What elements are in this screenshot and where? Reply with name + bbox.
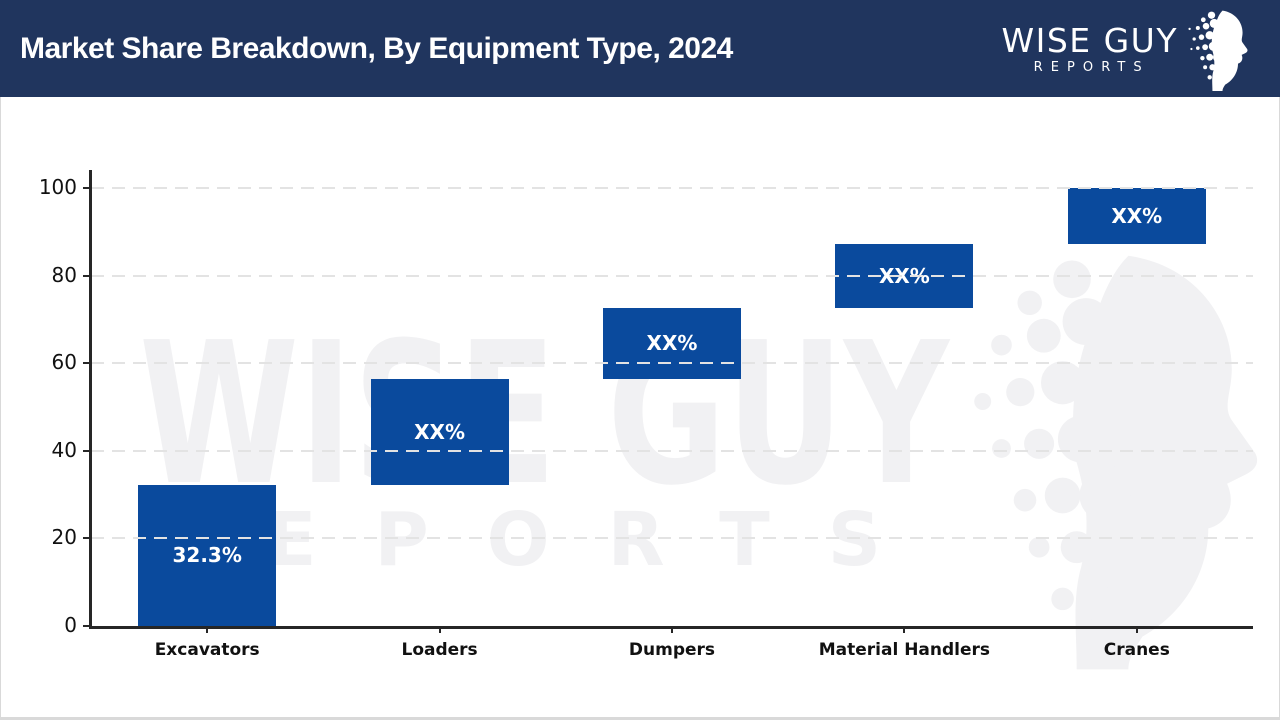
y-axis-line bbox=[89, 170, 92, 629]
x-category-label: Material Handlers bbox=[818, 640, 991, 660]
header: Market Share Breakdown, By Equipment Typ… bbox=[0, 0, 1280, 97]
x-category-label: Dumpers bbox=[628, 640, 716, 660]
y-tick-label: 0 bbox=[64, 613, 77, 637]
chart-title: Market Share Breakdown, By Equipment Typ… bbox=[20, 31, 733, 65]
y-tick-mark bbox=[83, 625, 91, 627]
x-category-label: Cranes bbox=[1103, 640, 1170, 660]
y-tick-mark bbox=[83, 274, 91, 277]
y-tick-label: 100 bbox=[38, 175, 77, 199]
x-category-label: Excavators bbox=[154, 640, 260, 660]
brand-logo: WISE GUY REPORTS bbox=[1001, 7, 1254, 91]
bar: 32.3% bbox=[138, 484, 277, 626]
brand-name: WISE GUY bbox=[1001, 20, 1178, 60]
bar-value-label: 32.3% bbox=[172, 543, 242, 568]
y-tick-mark bbox=[83, 187, 91, 189]
y-tick-label: 60 bbox=[51, 350, 77, 375]
chart-area: WISE GUY REPORTS 02040608010032.3%Excava… bbox=[0, 97, 1280, 720]
gridline bbox=[91, 537, 1253, 540]
bar-value-label: XX% bbox=[646, 331, 698, 356]
x-category-label: Loaders bbox=[401, 640, 478, 660]
brand-logo-text: WISE GUY REPORTS bbox=[1001, 24, 1178, 74]
y-tick-label: 80 bbox=[51, 262, 77, 287]
x-tick-mark bbox=[206, 626, 209, 633]
gridline bbox=[91, 362, 1253, 365]
bar: XX% bbox=[603, 308, 741, 379]
bar: XX% bbox=[370, 378, 509, 485]
bar-value-label: XX% bbox=[1111, 203, 1163, 228]
brand-subtitle: REPORTS bbox=[1033, 59, 1150, 75]
bar-value-label: XX% bbox=[414, 419, 466, 444]
x-tick-mark bbox=[903, 626, 906, 633]
watermark-face-icon bbox=[974, 255, 1258, 670]
gridline bbox=[91, 187, 1253, 189]
y-tick-mark bbox=[83, 537, 91, 540]
gridline bbox=[91, 274, 1253, 277]
gridline bbox=[91, 449, 1253, 452]
y-tick-label: 40 bbox=[51, 437, 77, 462]
x-tick-mark bbox=[438, 626, 441, 633]
y-tick-label: 20 bbox=[51, 525, 77, 550]
x-axis-line bbox=[89, 626, 1253, 629]
bar: XX% bbox=[1067, 188, 1206, 244]
y-tick-mark bbox=[83, 362, 91, 365]
brand-face-icon bbox=[1188, 10, 1248, 91]
x-tick-mark bbox=[671, 626, 673, 633]
y-tick-mark bbox=[83, 449, 91, 452]
